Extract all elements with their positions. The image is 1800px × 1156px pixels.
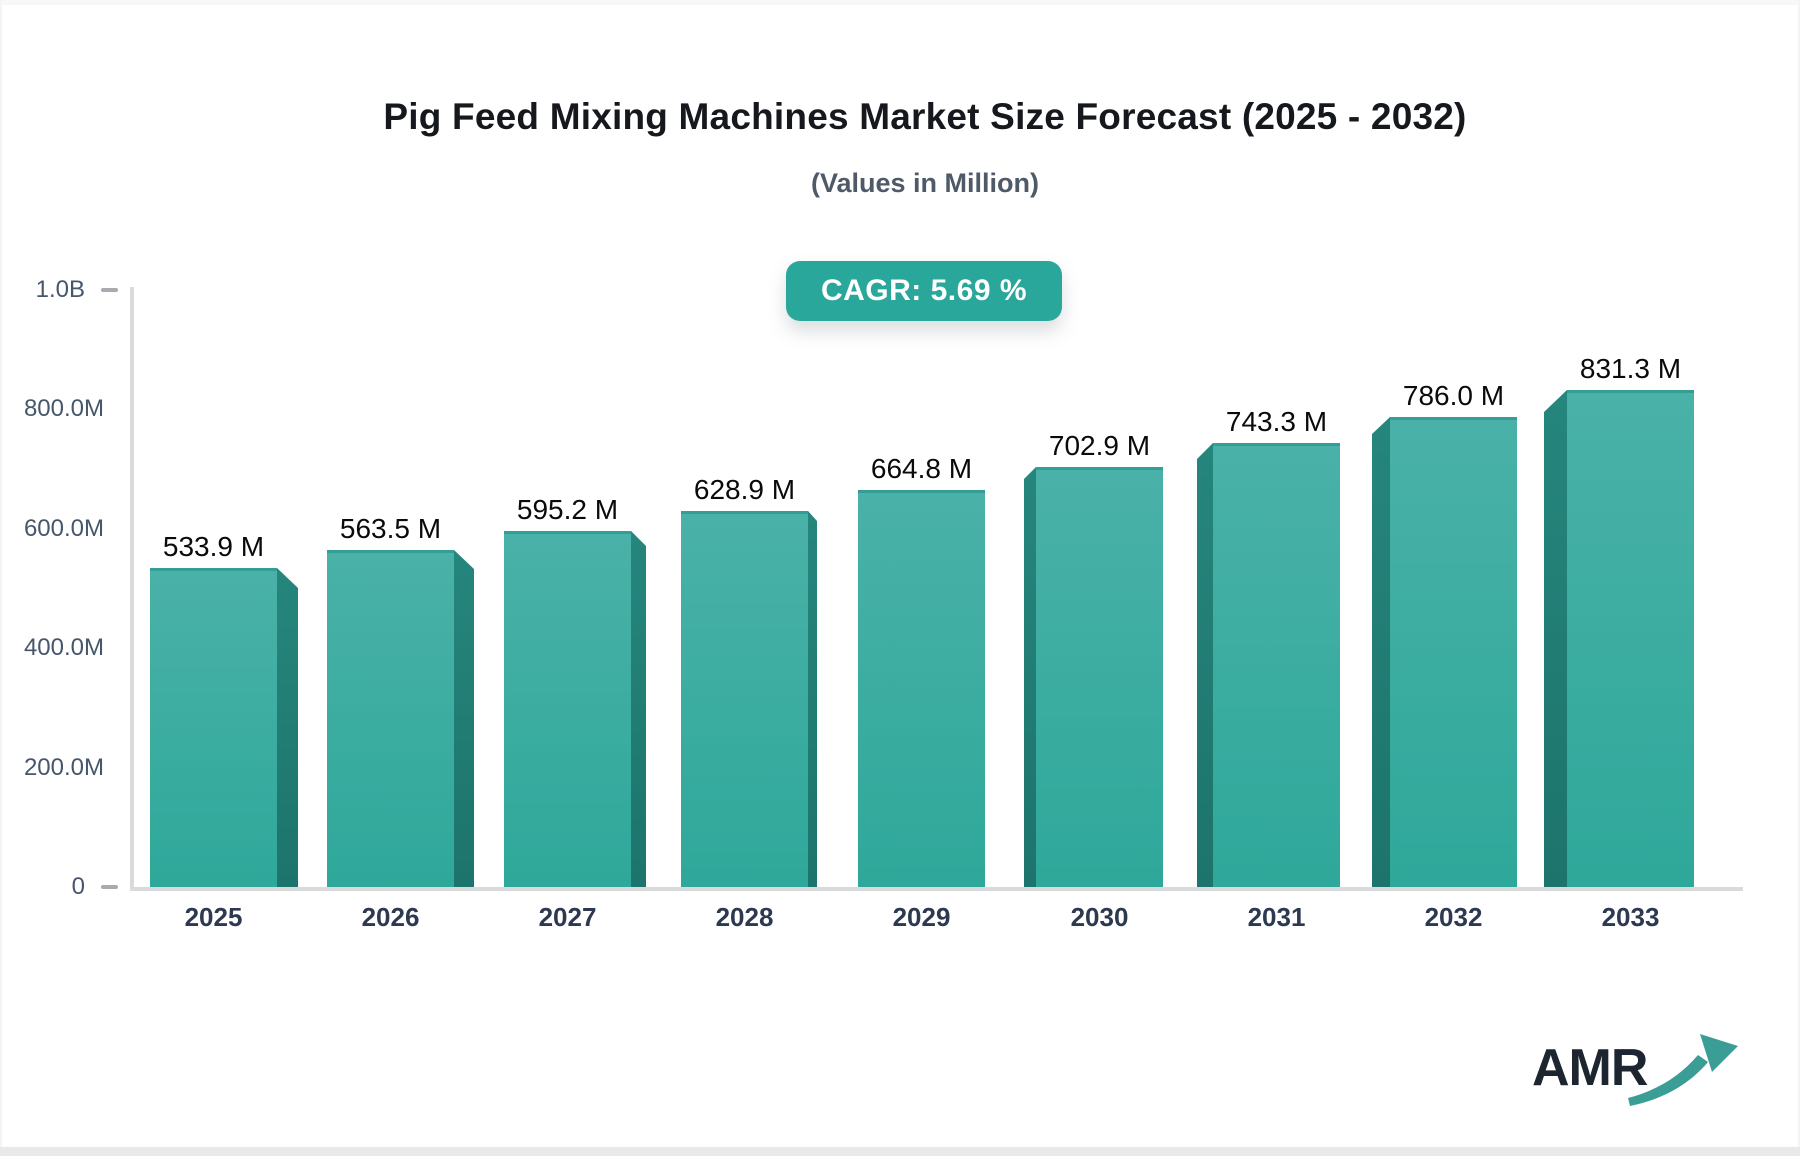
x-axis-label: 2029: [892, 902, 951, 932]
x-axis-label: 2030: [1070, 902, 1129, 932]
amr-logo: AMR: [1532, 1030, 1742, 1120]
bar-side-2030: [1024, 467, 1036, 887]
bar-value-label: 702.9 M: [1048, 430, 1151, 461]
bar-2033[interactable]: [1567, 390, 1694, 887]
bar-2027[interactable]: [504, 531, 631, 887]
bar-2029[interactable]: [858, 490, 985, 887]
bar-side-2031: [1197, 443, 1213, 887]
bar-2026[interactable]: [327, 550, 454, 887]
bar-2032[interactable]: [1390, 417, 1517, 887]
x-axis-label: 2032: [1424, 902, 1483, 932]
page-top-border: [0, 0, 1800, 5]
bar-side-2028: [808, 511, 817, 887]
x-axis-label: 2033: [1601, 902, 1660, 932]
bar-value-label: 743.3 M: [1225, 406, 1328, 437]
y-axis-label: 800.0M: [23, 395, 104, 422]
bar-value-label: 563.5 M: [339, 513, 442, 544]
bar-side-2027: [631, 531, 646, 887]
bar-2028[interactable]: [681, 511, 808, 887]
chart-title: Pig Feed Mixing Machines Market Size For…: [383, 96, 1467, 137]
page-left-border: [0, 0, 2, 1156]
x-axis-label: 2031: [1247, 902, 1306, 932]
y-axis-label: 200.0M: [23, 753, 104, 781]
y-axis-line: [130, 287, 134, 891]
bar-value-label: 786.0 M: [1402, 380, 1505, 411]
bar-side-2032: [1372, 417, 1390, 887]
x-axis-label: 2028: [715, 902, 774, 932]
bar-side-2033: [1544, 390, 1567, 887]
page-bottom-border: [0, 1147, 1800, 1156]
bar-value-label: 664.8 M: [870, 453, 973, 484]
bar-side-2025: [277, 568, 298, 887]
bar-value-label: 628.9 M: [693, 474, 796, 505]
chart-subtitle: (Values in Million): [810, 168, 1040, 198]
bar-value-label: 595.2 M: [516, 494, 619, 525]
x-axis-label: 2025: [184, 902, 243, 932]
bar-2025[interactable]: [150, 568, 277, 887]
bar-value-label: 831.3 M: [1579, 353, 1682, 384]
y-axis-label: 1.0B: [35, 275, 85, 303]
y-axis-label: 400.0M: [23, 634, 104, 661]
x-axis-label: 2026: [361, 902, 420, 932]
growth-arrow-icon: [1628, 1034, 1738, 1106]
y-axis-label: 600.0M: [23, 514, 104, 542]
bar-value-label: 533.9 M: [162, 531, 265, 562]
x-axis-label: 2027: [538, 902, 597, 932]
bar-2030[interactable]: [1036, 467, 1163, 887]
axis-tick-dash: [101, 287, 118, 292]
bar-side-2026: [454, 550, 474, 887]
page-right-border: [1798, 0, 1800, 1156]
cagr-badge: CAGR: 5.69 %: [786, 261, 1062, 321]
bar-2031[interactable]: [1213, 443, 1340, 887]
axis-tick-dash: [101, 885, 118, 889]
y-axis-label: 0: [71, 873, 85, 900]
x-axis-line: [130, 887, 1743, 891]
amr-logo-text: AMR: [1532, 1039, 1648, 1097]
